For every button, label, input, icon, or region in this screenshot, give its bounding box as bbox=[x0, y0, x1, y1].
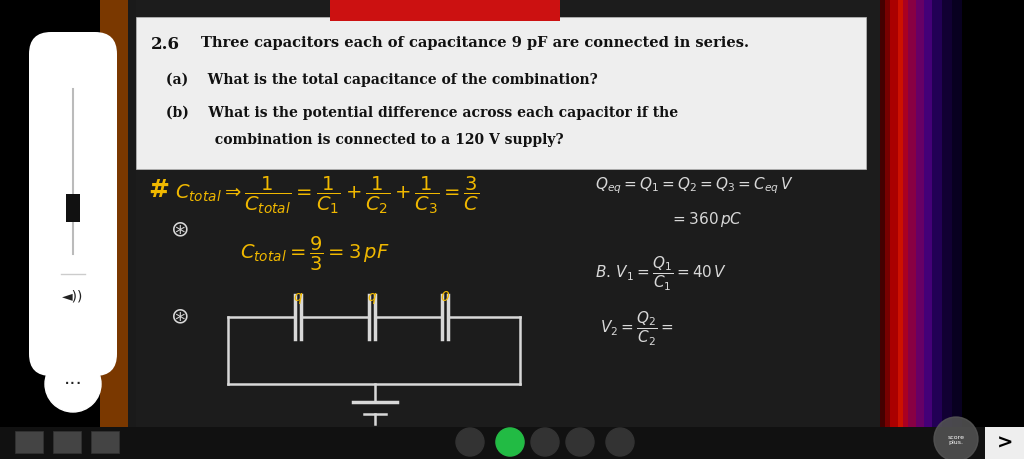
Text: $= 360\,pC$: $= 360\,pC$ bbox=[670, 210, 742, 229]
Bar bbox=[136, 0, 896, 459]
Bar bbox=[91, 431, 119, 453]
Text: Three capacitors each of capacitance 9 pF are connected in series.: Three capacitors each of capacitance 9 p… bbox=[201, 36, 749, 50]
Text: q: q bbox=[294, 289, 302, 303]
Text: 2.6: 2.6 bbox=[151, 36, 180, 53]
Bar bbox=[890, 0, 898, 459]
Circle shape bbox=[456, 428, 484, 456]
Text: 0: 0 bbox=[440, 289, 450, 303]
Text: $\circledast$: $\circledast$ bbox=[170, 219, 188, 240]
Bar bbox=[860, 0, 880, 459]
Text: $\mathit{C}_{total} \Rightarrow \dfrac{1}{\mathit{C}_{total}} = \dfrac{1}{\mathi: $\mathit{C}_{total} \Rightarrow \dfrac{1… bbox=[175, 174, 479, 216]
Text: $B.\,V_1 = \dfrac{Q_1}{C_1} = 40\,V$: $B.\,V_1 = \dfrac{Q_1}{C_1} = 40\,V$ bbox=[595, 254, 727, 292]
Text: $V_2 = \dfrac{Q_2}{C_2} =$: $V_2 = \dfrac{Q_2}{C_2} =$ bbox=[600, 309, 674, 347]
Bar bbox=[898, 0, 903, 459]
FancyBboxPatch shape bbox=[136, 18, 866, 170]
Bar bbox=[885, 0, 890, 459]
Bar bbox=[924, 0, 932, 459]
Bar bbox=[962, 0, 1000, 459]
Text: score
plus.: score plus. bbox=[947, 434, 965, 444]
Bar bbox=[66, 195, 80, 223]
Bar bbox=[903, 0, 908, 459]
Text: >: > bbox=[996, 432, 1013, 452]
Bar bbox=[0, 427, 1024, 459]
Text: V: V bbox=[370, 434, 380, 449]
Circle shape bbox=[934, 417, 978, 459]
Bar bbox=[985, 427, 1024, 459]
Text: $\mathit{C}_{total} = \dfrac{9}{3} = 3\,pF$: $\mathit{C}_{total} = \dfrac{9}{3} = 3\,… bbox=[240, 235, 389, 273]
Bar bbox=[942, 0, 952, 459]
Bar bbox=[952, 0, 962, 459]
Text: q: q bbox=[368, 289, 377, 303]
Text: $\circledast$: $\circledast$ bbox=[170, 306, 188, 326]
Bar bbox=[53, 431, 81, 453]
Text: (b)    What is the potential difference across each capacitor if the: (b) What is the potential difference acr… bbox=[166, 106, 678, 120]
Circle shape bbox=[496, 428, 524, 456]
Bar bbox=[900, 0, 1024, 459]
Bar bbox=[128, 0, 136, 459]
Text: $Q_{eq} = Q_1 = Q_2 = Q_3 = C_{eq}\,V$: $Q_{eq} = Q_1 = Q_2 = Q_3 = C_{eq}\,V$ bbox=[595, 174, 794, 195]
Bar bbox=[0, 0, 100, 459]
Text: combination is connected to a 120 V supply?: combination is connected to a 120 V supp… bbox=[166, 133, 563, 147]
Circle shape bbox=[531, 428, 559, 456]
Circle shape bbox=[45, 356, 101, 412]
Bar bbox=[916, 0, 924, 459]
Circle shape bbox=[606, 428, 634, 456]
Bar bbox=[932, 0, 942, 459]
Text: #: # bbox=[148, 178, 169, 202]
Bar bbox=[100, 0, 128, 459]
Circle shape bbox=[496, 428, 524, 456]
Bar bbox=[908, 0, 916, 459]
FancyBboxPatch shape bbox=[29, 33, 117, 376]
Bar bbox=[330, 0, 560, 22]
Text: (a)    What is the total capacitance of the combination?: (a) What is the total capacitance of the… bbox=[166, 73, 598, 87]
Text: ···: ··· bbox=[63, 375, 82, 394]
Circle shape bbox=[566, 428, 594, 456]
Text: ◄)): ◄)) bbox=[62, 289, 84, 303]
Bar bbox=[15, 431, 43, 453]
Bar bbox=[880, 0, 885, 459]
